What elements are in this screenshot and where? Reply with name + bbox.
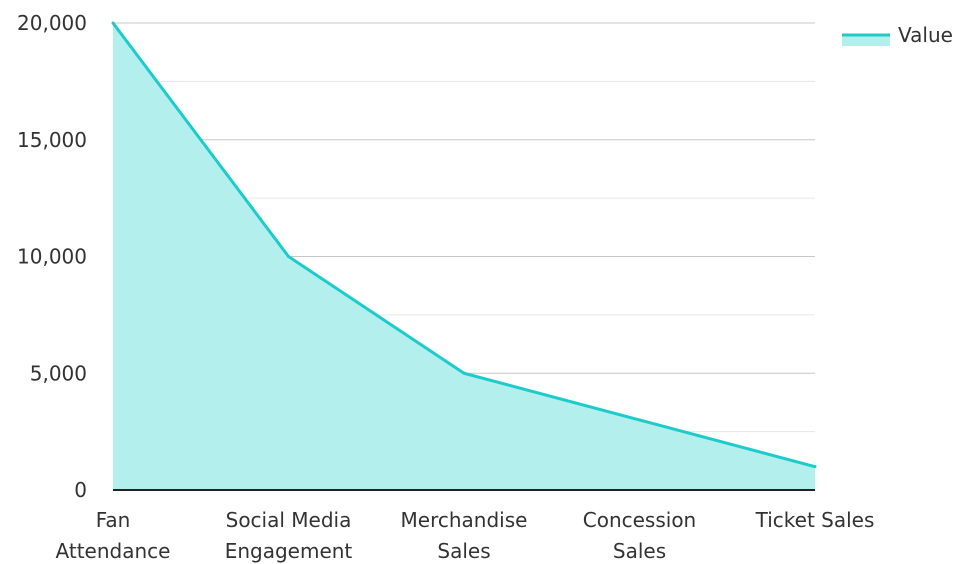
x-tick-label: Fan Attendance [56,508,171,563]
x-tick-label: Merchandise Sales [401,508,528,563]
x-tick-label: Ticket Sales [755,508,875,532]
y-tick-label: 0 [74,478,87,502]
x-tick-label: Social Media Engagement [225,508,353,563]
series-area-fill [113,23,815,490]
legend: Value [842,23,953,47]
y-axis-ticks: 0 5,000 10,000 15,000 20,000 [17,11,87,502]
data-point-3 [638,418,641,422]
data-point-1 [287,255,290,258]
y-tick-label: 20,000 [17,11,87,35]
y-tick-label: 15,000 [17,128,87,152]
plot-area [111,21,817,490]
data-point-2 [462,371,466,375]
x-axis-ticks: Fan Attendance Social Media Engagement Merch… [56,508,875,563]
legend-swatch [842,34,890,46]
x-tick-label: Concession Sales [583,508,697,563]
data-point-4 [813,465,817,469]
data-point-0 [111,21,115,25]
legend-label: Value [898,23,953,47]
y-tick-label: 5,000 [30,361,87,385]
y-tick-label: 10,000 [17,245,87,269]
